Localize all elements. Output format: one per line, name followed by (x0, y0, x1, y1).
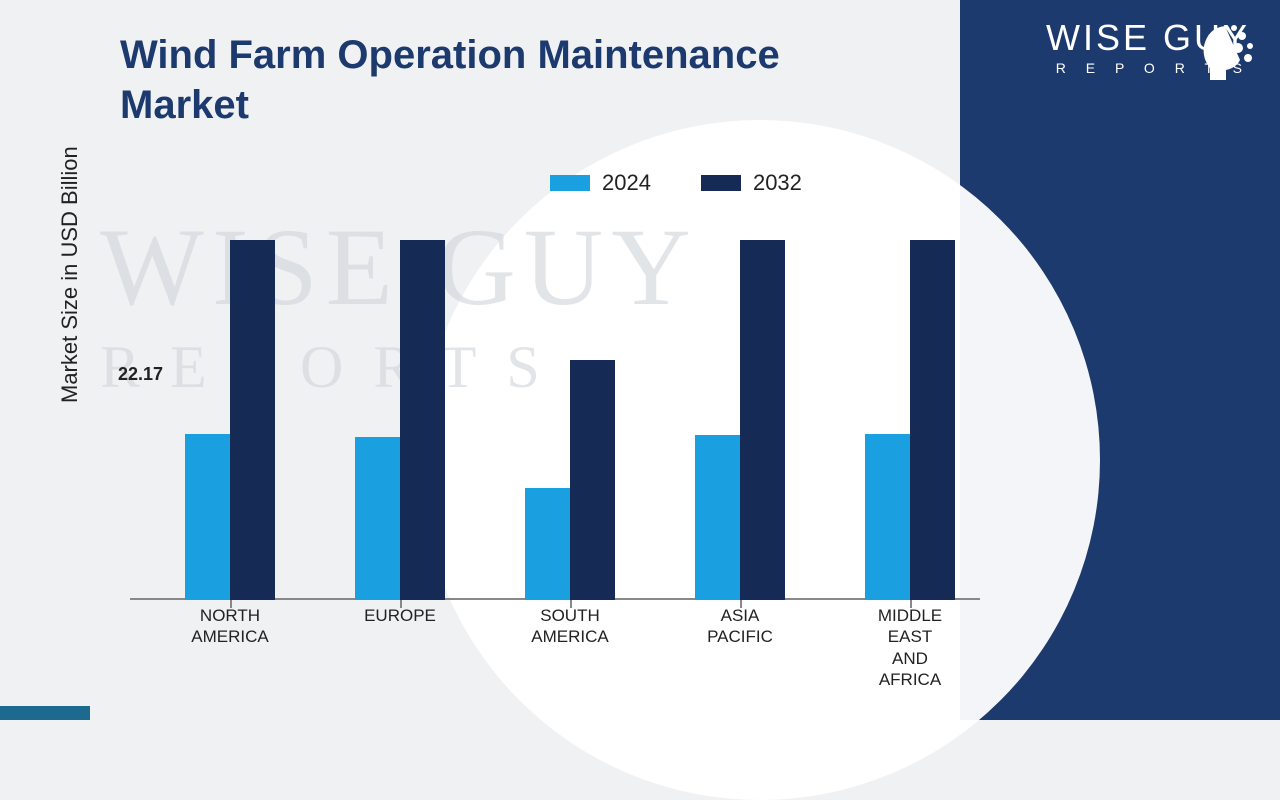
legend-item-2024: 2024 (550, 170, 651, 196)
plot-region (130, 210, 980, 600)
bar-2024 (695, 435, 740, 600)
bar-2024 (185, 434, 230, 600)
bar-2024 (865, 434, 910, 600)
legend: 2024 2032 (550, 170, 802, 196)
bar-group (865, 240, 955, 600)
legend-label-2032: 2032 (753, 170, 802, 196)
bar-group (525, 360, 615, 600)
x-axis-label: NORTHAMERICA (155, 605, 305, 648)
chart-title: Wind Farm Operation Maintenance Market (120, 30, 840, 130)
bar-2032 (230, 240, 275, 600)
bar-2032 (740, 240, 785, 600)
legend-label-2024: 2024 (602, 170, 651, 196)
x-axis-label: EUROPE (325, 605, 475, 626)
bar-group (695, 240, 785, 600)
head-icon (1190, 18, 1260, 88)
bar-2032 (400, 240, 445, 600)
y-axis-label: Market Size in USD Billion (57, 146, 83, 403)
chart-area: Market Size in USD Billion 22.17 2024 20… (80, 170, 980, 690)
bar-group (185, 240, 275, 600)
bar-2024 (355, 437, 400, 601)
bar-2032 (910, 240, 955, 600)
bar-2032 (570, 360, 615, 600)
x-axis-label: MIDDLEEASTANDAFRICA (835, 605, 985, 690)
legend-swatch-2032 (701, 175, 741, 191)
x-axis-label: ASIAPACIFIC (665, 605, 815, 648)
legend-swatch-2024 (550, 175, 590, 191)
x-axis-label: SOUTHAMERICA (495, 605, 645, 648)
bar-group (355, 240, 445, 600)
legend-item-2032: 2032 (701, 170, 802, 196)
bottom-accent-bar (0, 706, 90, 720)
bar-2024 (525, 488, 570, 601)
